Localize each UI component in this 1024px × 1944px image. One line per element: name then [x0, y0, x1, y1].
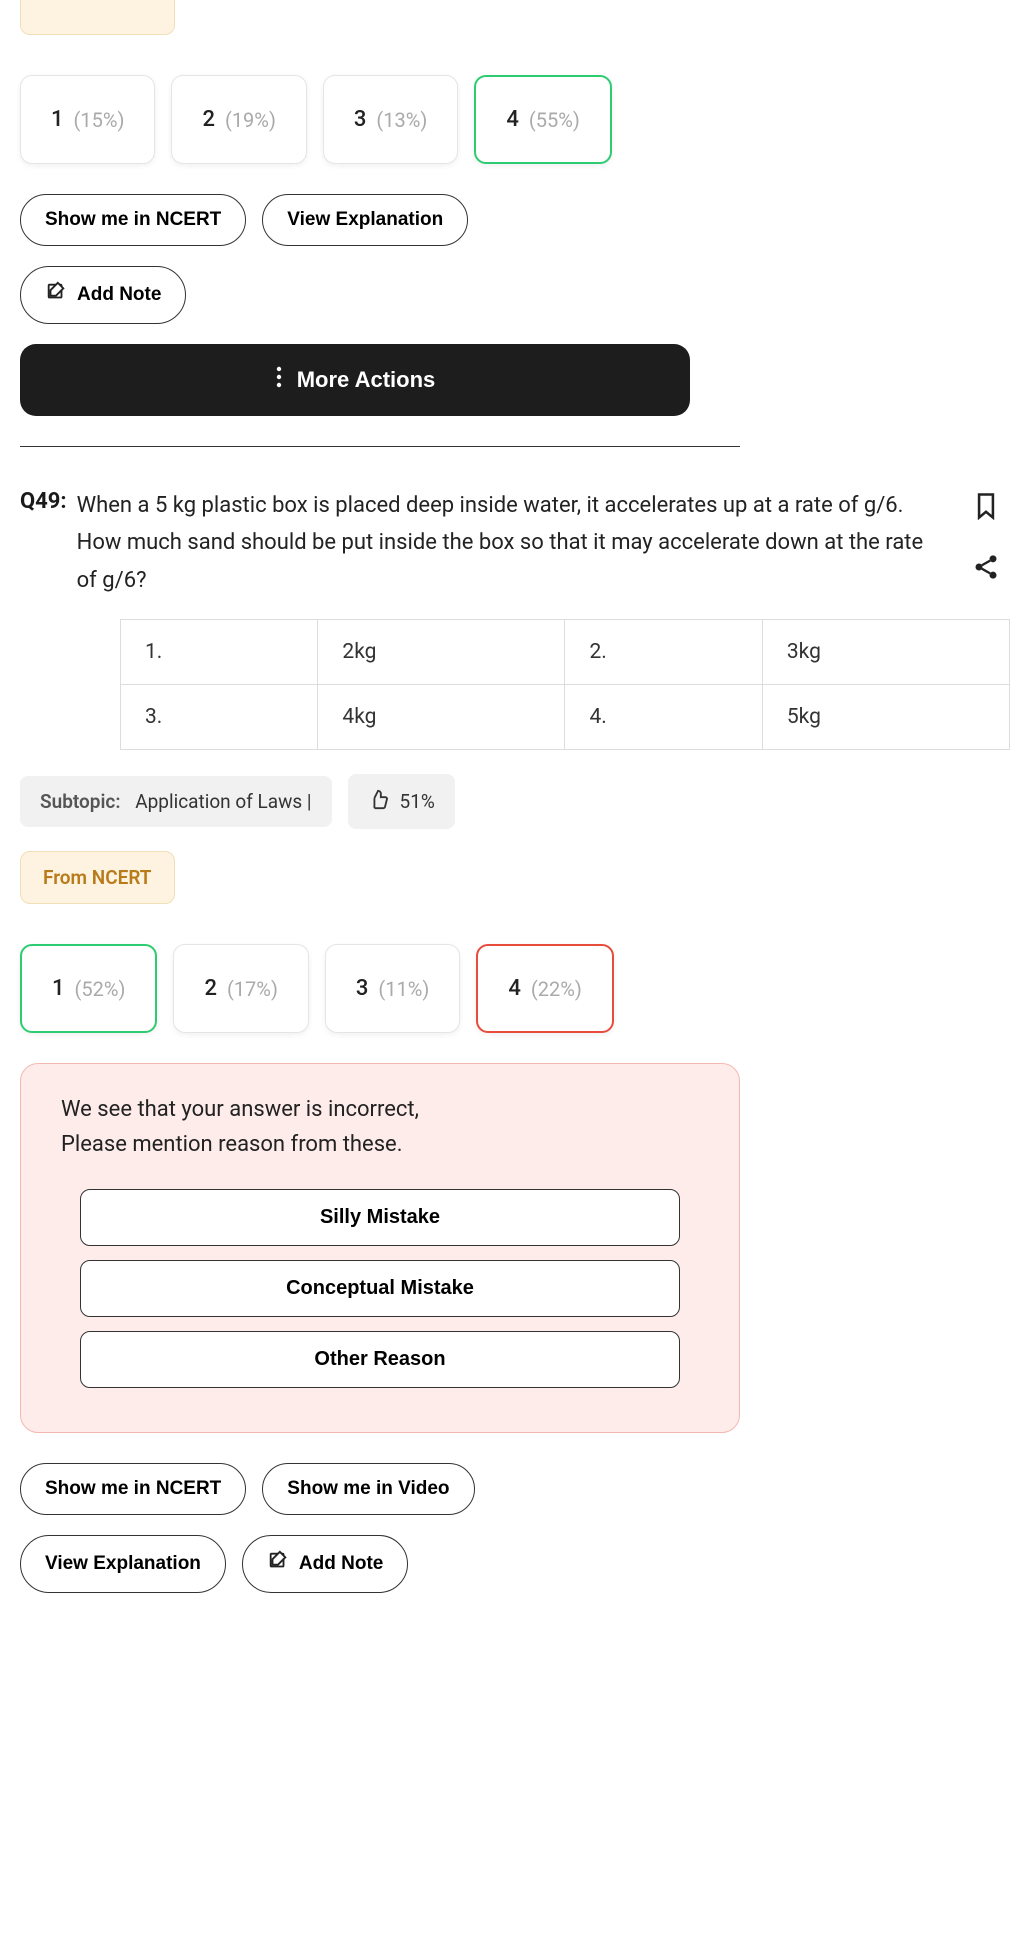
subtopic-label: Subtopic:: [40, 790, 125, 813]
cell-label: 1.: [121, 620, 318, 685]
from-ncert-badge: From NCERT: [20, 851, 175, 904]
option-3[interactable]: 3 (11%): [325, 944, 460, 1033]
q48-actions-2: Add Note: [20, 266, 1004, 324]
option-3[interactable]: 3 (13%): [323, 75, 458, 164]
cell-label: 4.: [565, 685, 762, 750]
cell-value: 2kg: [318, 620, 565, 685]
option-1[interactable]: 1 (15%): [20, 75, 155, 164]
q48-option-row: 1 (15%) 2 (19%) 3 (13%) 4 (55%): [20, 75, 1004, 164]
subtopic-pill: Subtopic: Application of Laws |: [20, 776, 332, 827]
button-label: View Explanation: [287, 209, 443, 231]
from-ncert-badge: From NCERT: [20, 0, 175, 35]
button-label: Other Reason: [314, 1348, 445, 1370]
more-vertical-icon: [275, 366, 283, 394]
option-percent: (13%): [376, 108, 427, 132]
button-label: Add Note: [77, 284, 161, 306]
cell-value: 5kg: [762, 685, 1009, 750]
show-ncert-button[interactable]: Show me in NCERT: [20, 1463, 246, 1515]
button-label: Silly Mistake: [320, 1206, 440, 1228]
option-percent: (55%): [529, 108, 580, 132]
button-label: Show me in NCERT: [45, 209, 221, 231]
option-number: 4: [506, 107, 519, 132]
option-number: 1: [52, 976, 65, 1001]
option-percent: (15%): [74, 108, 125, 132]
question-49: Q49: When a 5 kg plastic box is placed d…: [20, 487, 1000, 1593]
incorrect-feedback-card: We see that your answer is incorrect, Pl…: [20, 1063, 740, 1432]
add-note-button[interactable]: Add Note: [242, 1535, 408, 1593]
reason-silly-button[interactable]: Silly Mistake: [80, 1189, 680, 1246]
question-divider: [20, 446, 740, 447]
button-label: Show me in Video: [287, 1478, 449, 1500]
view-explanation-button[interactable]: View Explanation: [20, 1535, 226, 1593]
subtopic-value: Application of Laws |: [135, 790, 311, 813]
button-label: More Actions: [297, 367, 436, 393]
option-number: 2: [202, 107, 215, 132]
like-pill[interactable]: 51%: [348, 774, 455, 829]
cell-value: 4kg: [318, 685, 565, 750]
question-meta: Subtopic: Application of Laws | 51%: [20, 774, 1000, 829]
question-text: When a 5 kg plastic box is placed deep i…: [77, 487, 942, 599]
reason-other-button[interactable]: Other Reason: [80, 1331, 680, 1388]
q49-actions: Show me in NCERT Show me in Video: [20, 1463, 1000, 1515]
q49-actions-2: View Explanation Add Note: [20, 1535, 1000, 1593]
question-side-actions: [972, 487, 1000, 585]
option-percent: (17%): [227, 977, 278, 1001]
edit-note-icon: [267, 1550, 289, 1578]
button-label: Show me in NCERT: [45, 1478, 221, 1500]
like-percent: 51%: [400, 790, 435, 813]
table-row: 1. 2kg 2. 3kg: [121, 620, 1010, 685]
button-label: Conceptual Mistake: [286, 1277, 474, 1299]
table-row: 3. 4kg 4. 5kg: [121, 685, 1010, 750]
more-actions-button[interactable]: More Actions: [20, 344, 690, 416]
option-1[interactable]: 1 (52%): [20, 944, 157, 1033]
cell-label: 2.: [565, 620, 762, 685]
reason-conceptual-button[interactable]: Conceptual Mistake: [80, 1260, 680, 1317]
show-video-button[interactable]: Show me in Video: [262, 1463, 474, 1515]
option-2[interactable]: 2 (17%): [173, 944, 308, 1033]
option-percent: (22%): [531, 977, 582, 1001]
show-ncert-button[interactable]: Show me in NCERT: [20, 194, 246, 246]
option-4[interactable]: 4 (22%): [476, 944, 613, 1033]
button-label: Add Note: [299, 1553, 383, 1575]
view-explanation-button[interactable]: View Explanation: [262, 194, 468, 246]
thumbs-up-icon: [368, 788, 390, 815]
option-percent: (11%): [378, 977, 429, 1001]
add-note-button[interactable]: Add Note: [20, 266, 186, 324]
cell-value: 3kg: [762, 620, 1009, 685]
edit-note-icon: [45, 281, 67, 309]
q49-option-row: 1 (52%) 2 (17%) 3 (11%) 4 (22%): [20, 944, 1000, 1033]
answer-table: 1. 2kg 2. 3kg 3. 4kg 4. 5kg: [120, 619, 1010, 750]
option-number: 4: [508, 976, 521, 1001]
option-number: 3: [356, 976, 369, 1001]
option-number: 3: [354, 107, 367, 132]
option-number: 1: [51, 107, 64, 132]
question-header: Q49: When a 5 kg plastic box is placed d…: [20, 487, 1000, 599]
share-icon[interactable]: [972, 553, 1000, 585]
button-label: View Explanation: [45, 1553, 201, 1575]
bookmark-icon[interactable]: [972, 491, 1000, 525]
feedback-message: We see that your answer is incorrect, Pl…: [61, 1092, 699, 1162]
option-number: 2: [204, 976, 217, 1001]
option-percent: (52%): [75, 977, 126, 1001]
cell-label: 3.: [121, 685, 318, 750]
option-4[interactable]: 4 (55%): [474, 75, 611, 164]
question-label: Q49:: [20, 487, 67, 514]
option-2[interactable]: 2 (19%): [171, 75, 306, 164]
q48-actions: Show me in NCERT View Explanation: [20, 194, 1004, 246]
option-percent: (19%): [225, 108, 276, 132]
